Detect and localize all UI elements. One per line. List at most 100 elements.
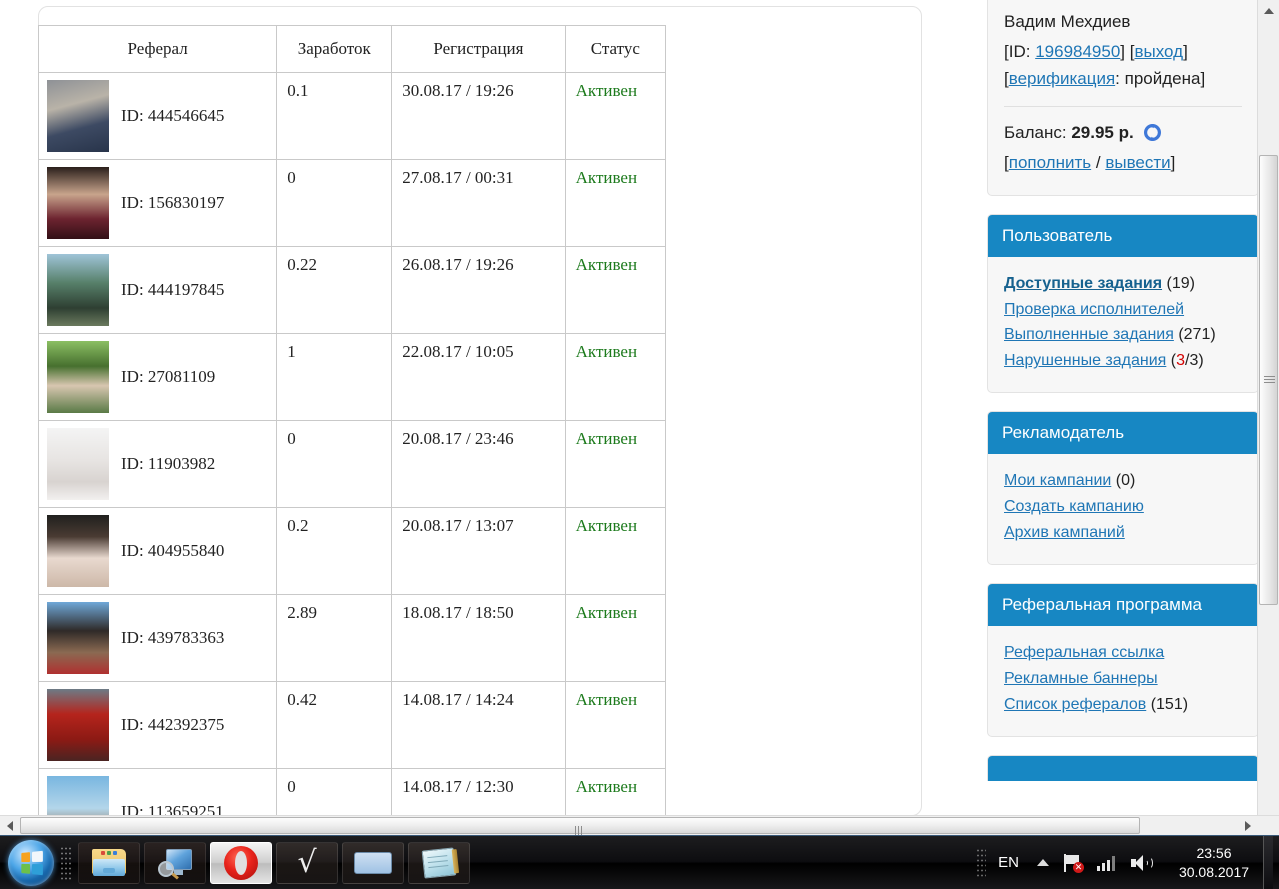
volume-icon[interactable]	[1131, 854, 1153, 872]
sidebar-link-row: Создать кампанию	[1004, 494, 1242, 520]
cell-earnings: 0	[276, 420, 393, 508]
cell-status: Активен	[564, 246, 667, 334]
sidebar-link[interactable]: Выполненные задания	[1004, 326, 1174, 344]
user-id-link[interactable]: 196984950	[1035, 41, 1121, 61]
sidebar-panel-header[interactable]: Рекламодатель	[988, 412, 1258, 455]
show-desktop-button[interactable]	[1263, 836, 1273, 889]
table-row[interactable]: ID: 442392375 0.42 14.08.17 / 14:24 Активен	[37, 681, 667, 769]
avatar[interactable]	[47, 602, 109, 674]
column-header-registration[interactable]: Регистрация	[391, 25, 566, 73]
cell-earnings: 1	[276, 333, 393, 421]
cell-referral[interactable]: ID: 444197845	[37, 246, 278, 334]
balance-value: 29.95 р.	[1071, 122, 1134, 142]
start-button[interactable]	[8, 839, 54, 886]
avatar[interactable]	[47, 254, 109, 326]
sidebar-link[interactable]: Создать кампанию	[1004, 498, 1144, 516]
table-row[interactable]: ID: 11903982 0 20.08.17 / 23:46 Активен	[37, 420, 667, 508]
system-tray: EN ✕ 23:56 30.08.2017	[976, 836, 1279, 889]
bracket-open-3: [	[1004, 69, 1009, 89]
next-panel-stub	[987, 754, 1259, 781]
sidebar-link[interactable]: Архив кампаний	[1004, 524, 1125, 542]
logout-link[interactable]: выход	[1134, 41, 1184, 61]
network-status-icon[interactable]: ✕	[1063, 853, 1084, 873]
taskbar-button-opera[interactable]	[210, 841, 272, 884]
table-row[interactable]: ID: 27081109 1 22.08.17 / 10:05 Активен	[37, 333, 667, 421]
column-header-referral[interactable]: Реферал	[37, 25, 278, 73]
table-row[interactable]: ID: 444197845 0.22 26.08.17 / 19:26 Активен	[37, 246, 667, 334]
sidebar-link[interactable]: Рекламные баннеры	[1004, 669, 1158, 687]
referral-id: ID: 11903982	[121, 454, 216, 473]
sidebar-link[interactable]: Проверка исполнителей	[1004, 300, 1185, 318]
bars-icon	[1097, 855, 1117, 871]
cell-referral[interactable]: ID: 442392375	[37, 681, 278, 769]
taskbar-button-keyboard[interactable]	[342, 841, 404, 884]
sidebar-panel-header[interactable]: Реферальная программа	[988, 584, 1258, 626]
sidebar-panel-body: Мои кампании (0) Создать кампанию Архив ка…	[988, 454, 1258, 564]
language-indicator[interactable]: EN	[998, 854, 1019, 871]
sidebar-link[interactable]: Нарушенные задания	[1004, 352, 1167, 370]
column-header-status[interactable]: Статус	[564, 25, 667, 73]
hscrollbar-grip-icon	[575, 822, 585, 835]
sidebar-link[interactable]: Реферальная ссылка	[1004, 644, 1165, 661]
taskbar-button-computer[interactable]	[144, 841, 206, 884]
verification-link[interactable]: верификация	[1008, 69, 1116, 89]
referral-id: ID: 156830197	[121, 193, 225, 212]
avatar[interactable]	[47, 167, 109, 239]
sidebar-link-row: Выполненные задания (271)	[1004, 322, 1242, 348]
cell-referral[interactable]: ID: 11903982	[37, 420, 278, 508]
cell-referral[interactable]: ID: 27081109	[37, 333, 278, 421]
avatar[interactable]	[47, 515, 109, 587]
table-row[interactable]: ID: 439783363 2.89 18.08.17 / 18:50 Активен	[37, 594, 667, 682]
refresh-balance-icon[interactable]	[1144, 122, 1162, 150]
vertical-scrollbar[interactable]	[1257, 0, 1279, 835]
clock[interactable]: 23:56 30.08.2017	[1171, 844, 1257, 882]
sidebar-panel-header[interactable]: Пользователь	[988, 214, 1258, 257]
cell-status: Активен	[564, 72, 667, 160]
horizontal-scrollbar[interactable]	[0, 815, 1279, 835]
avatar[interactable]	[47, 689, 109, 761]
column-header-earnings[interactable]: Заработок	[276, 25, 393, 73]
cell-referral[interactable]: ID: 444546645	[37, 72, 278, 160]
cell-status: Активен	[564, 594, 667, 682]
scroll-right-arrow-icon[interactable]	[1238, 816, 1257, 835]
table-row[interactable]: ID: 156830197 0 27.08.17 / 00:31 Активен	[37, 159, 667, 247]
show-hidden-icons-button[interactable]	[1037, 859, 1049, 866]
next-panel-header[interactable]	[988, 755, 1258, 781]
referral-id: ID: 442392375	[121, 715, 225, 734]
cell-referral[interactable]: ID: 439783363	[37, 594, 278, 682]
windows-logo-icon	[21, 850, 43, 875]
taskbar-grip-handle[interactable]	[60, 845, 72, 880]
bracket-close: ]	[1120, 41, 1126, 61]
cell-registration: 30.08.17 / 19:26	[391, 72, 566, 160]
computer-search-icon	[158, 848, 192, 880]
taskbar-button-check[interactable]: √	[276, 841, 338, 884]
avatar[interactable]	[47, 428, 109, 500]
sidebar-link[interactable]: Список рефералов	[1004, 695, 1147, 713]
table-row[interactable]: ID: 404955840 0.2 20.08.17 / 13:07 Активен	[37, 507, 667, 595]
scrollbar-grip-icon	[1264, 376, 1275, 384]
sidebar-link[interactable]: Доступные задания	[1004, 274, 1163, 292]
cell-status: Активен	[564, 159, 667, 247]
cell-earnings: 2.89	[276, 594, 393, 682]
balance-label: Баланс:	[1004, 122, 1067, 142]
cell-referral[interactable]: ID: 156830197	[37, 159, 278, 247]
sidebar-link[interactable]: Мои кампании	[1004, 472, 1112, 490]
avatar[interactable]	[47, 80, 109, 152]
avatar[interactable]	[47, 341, 109, 413]
cell-earnings: 0.1	[276, 72, 393, 160]
scroll-left-arrow-icon[interactable]	[0, 816, 19, 835]
sidebar-panel: Реферальная программа Реферальная ссылка Р…	[987, 583, 1259, 737]
referral-id: ID: 444197845	[121, 280, 225, 299]
network-flag-icon: ✕	[1063, 853, 1084, 873]
taskbar-button-explorer[interactable]	[78, 841, 140, 884]
cell-referral[interactable]: ID: 404955840	[37, 507, 278, 595]
scroll-up-arrow-icon[interactable]	[1258, 0, 1279, 21]
horizontal-scrollbar-thumb[interactable]	[20, 817, 1140, 835]
vertical-scrollbar-thumb[interactable]	[1259, 155, 1278, 605]
withdraw-link[interactable]: вывести	[1105, 153, 1171, 173]
table-row[interactable]: ID: 444546645 0.1 30.08.17 / 19:26 Активен	[37, 72, 667, 160]
topup-link[interactable]: пополнить	[1008, 153, 1092, 173]
tray-grip-handle[interactable]	[976, 847, 987, 878]
signal-strength-icon[interactable]	[1097, 855, 1117, 871]
taskbar-button-notepad[interactable]	[408, 841, 470, 884]
